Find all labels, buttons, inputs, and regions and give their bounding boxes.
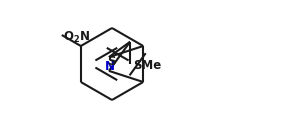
- Text: S: S: [107, 55, 115, 68]
- Text: N: N: [105, 60, 115, 73]
- Text: SMe: SMe: [133, 59, 161, 72]
- Text: $\mathregular{O_2N}$: $\mathregular{O_2N}$: [63, 29, 90, 45]
